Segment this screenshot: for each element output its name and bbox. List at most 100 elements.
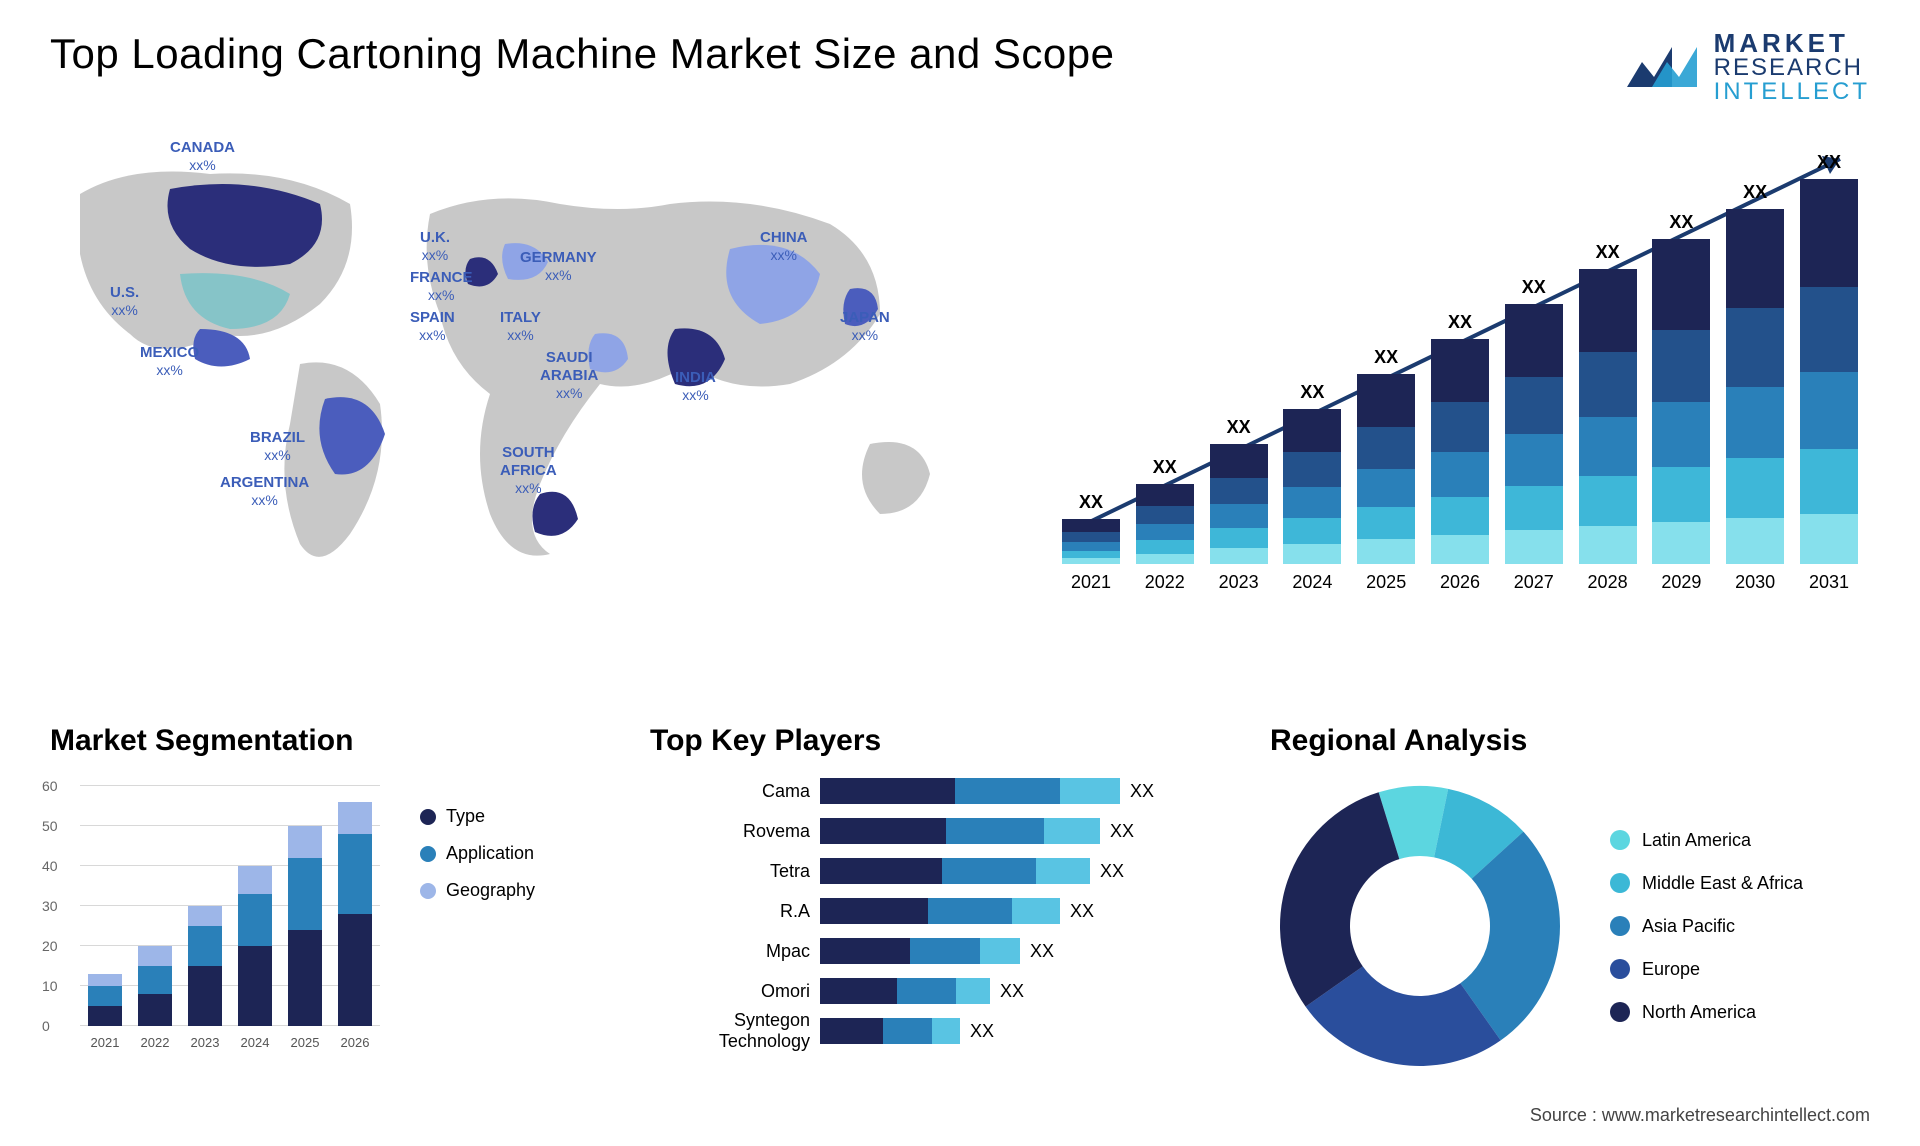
growth-bar-value: XX	[1596, 242, 1620, 263]
map-country-label: JAPANxx%	[840, 309, 890, 345]
seg-y-tick: 0	[42, 1018, 50, 1034]
growth-bar-value: XX	[1669, 212, 1693, 233]
map-country-label: FRANCExx%	[410, 269, 473, 305]
player-bar	[820, 818, 1100, 844]
seg-y-tick: 50	[42, 818, 58, 834]
players-title: Top Key Players	[650, 724, 1210, 758]
segmentation-legend-item: Application	[420, 843, 535, 864]
player-bar	[820, 778, 1120, 804]
regional-legend-item: Middle East & Africa	[1610, 873, 1803, 894]
player-bar	[820, 898, 1060, 924]
map-country-label: MEXICOxx%	[140, 344, 199, 380]
brand-logo: MARKET RESEARCH INTELLECT	[1622, 30, 1870, 104]
seg-y-tick: 30	[42, 898, 58, 914]
growth-year-label: 2026	[1429, 572, 1491, 593]
player-row: R.A XX	[650, 896, 1210, 926]
donut-segment	[1280, 792, 1399, 1006]
map-country-label: INDIAxx%	[675, 369, 716, 405]
growth-year-label: 2030	[1724, 572, 1786, 593]
map-country-label: CHINAxx%	[760, 229, 808, 265]
player-row: Tetra XX	[650, 856, 1210, 886]
map-country-label: ARGENTINAxx%	[220, 474, 309, 510]
seg-x-label: 2026	[341, 1035, 370, 1050]
regional-donut-chart	[1270, 776, 1570, 1076]
segmentation-chart: 0102030405060 202120222023202420252026	[50, 776, 390, 1056]
growth-bar-value: XX	[1079, 492, 1103, 513]
growth-bar-value: XX	[1817, 152, 1841, 173]
world-map: CANADAxx% U.S.xx%MEXICOxx% BRAZILxx% ARGENT…	[50, 134, 1050, 674]
growth-chart: XXXXXXXXXXXXXXXXXXXXXX 20212022202320242…	[1050, 134, 1870, 674]
seg-x-label: 2022	[141, 1035, 170, 1050]
growth-year-label: 2024	[1281, 572, 1343, 593]
player-bar	[820, 858, 1090, 884]
growth-bar: XX	[1134, 457, 1196, 564]
growth-year-label: 2023	[1208, 572, 1270, 593]
player-row: Omori XX	[650, 976, 1210, 1006]
player-name: Tetra	[650, 861, 820, 882]
growth-year-label: 2025	[1355, 572, 1417, 593]
player-value: XX	[1130, 781, 1154, 802]
player-bar	[820, 1018, 960, 1044]
segmentation-bar	[188, 906, 222, 1026]
player-name: Cama	[650, 781, 820, 802]
map-country-label: CANADAxx%	[170, 139, 235, 175]
seg-x-label: 2023	[191, 1035, 220, 1050]
regional-panel: Regional Analysis Latin America Middle Ea…	[1270, 724, 1870, 1076]
segmentation-legend: Type Application Geography	[420, 776, 535, 1056]
logo-icon	[1622, 37, 1702, 97]
player-row: Cama XX	[650, 776, 1210, 806]
player-bar	[820, 978, 990, 1004]
segmentation-bar	[88, 974, 122, 1026]
growth-bar-value: XX	[1522, 277, 1546, 298]
growth-bar-value: XX	[1227, 417, 1251, 438]
regional-legend-item: Asia Pacific	[1610, 916, 1803, 937]
player-name: R.A	[650, 901, 820, 922]
segmentation-bar	[288, 826, 322, 1026]
growth-year-label: 2028	[1577, 572, 1639, 593]
growth-year-label: 2029	[1650, 572, 1712, 593]
regional-title: Regional Analysis	[1270, 724, 1870, 758]
logo-line-3: INTELLECT	[1714, 80, 1870, 104]
growth-bar-value: XX	[1374, 347, 1398, 368]
growth-bar: XX	[1724, 182, 1786, 564]
map-country-label: BRAZILxx%	[250, 429, 305, 465]
map-country-label: SOUTHAFRICAxx%	[500, 444, 557, 498]
segmentation-panel: Market Segmentation 0102030405060 202120…	[50, 724, 590, 1076]
player-bar	[820, 938, 1020, 964]
player-name: Omori	[650, 981, 820, 1002]
growth-bar: XX	[1798, 152, 1860, 564]
seg-y-tick: 60	[42, 778, 58, 794]
player-name: Syntegon Technology	[650, 1010, 820, 1052]
growth-bar: XX	[1650, 212, 1712, 564]
player-row: Syntegon TechnologyXX	[650, 1016, 1210, 1046]
segmentation-legend-item: Geography	[420, 880, 535, 901]
logo-line-2: RESEARCH	[1714, 56, 1870, 80]
logo-line-1: MARKET	[1714, 30, 1870, 56]
map-country-label: SPAINxx%	[410, 309, 455, 345]
growth-year-label: 2027	[1503, 572, 1565, 593]
regional-legend-item: Latin America	[1610, 830, 1803, 851]
regional-legend-item: North America	[1610, 1002, 1803, 1023]
growth-year-label: 2021	[1060, 572, 1122, 593]
growth-year-label: 2031	[1798, 572, 1860, 593]
segmentation-bar	[238, 866, 272, 1026]
map-country-label: SAUDIARABIAxx%	[540, 349, 598, 403]
regional-legend-item: Europe	[1610, 959, 1803, 980]
growth-bar-value: XX	[1743, 182, 1767, 203]
source-attribution: Source : www.marketresearchintellect.com	[1530, 1105, 1870, 1126]
player-row: MpacXX	[650, 936, 1210, 966]
page-title: Top Loading Cartoning Machine Market Siz…	[50, 30, 1114, 78]
player-value: XX	[1100, 861, 1124, 882]
growth-year-label: 2022	[1134, 572, 1196, 593]
growth-bar: XX	[1060, 492, 1122, 564]
segmentation-legend-item: Type	[420, 806, 535, 827]
regional-legend: Latin America Middle East & Africa Asia Pa…	[1610, 830, 1803, 1023]
player-value: XX	[1000, 981, 1024, 1002]
seg-x-label: 2025	[291, 1035, 320, 1050]
seg-y-tick: 40	[42, 858, 58, 874]
seg-y-tick: 10	[42, 978, 58, 994]
map-country-label: U.S.xx%	[110, 284, 139, 320]
growth-bar: XX	[1208, 417, 1270, 564]
map-country-label: GERMANYxx%	[520, 249, 597, 285]
player-value: XX	[1070, 901, 1094, 922]
